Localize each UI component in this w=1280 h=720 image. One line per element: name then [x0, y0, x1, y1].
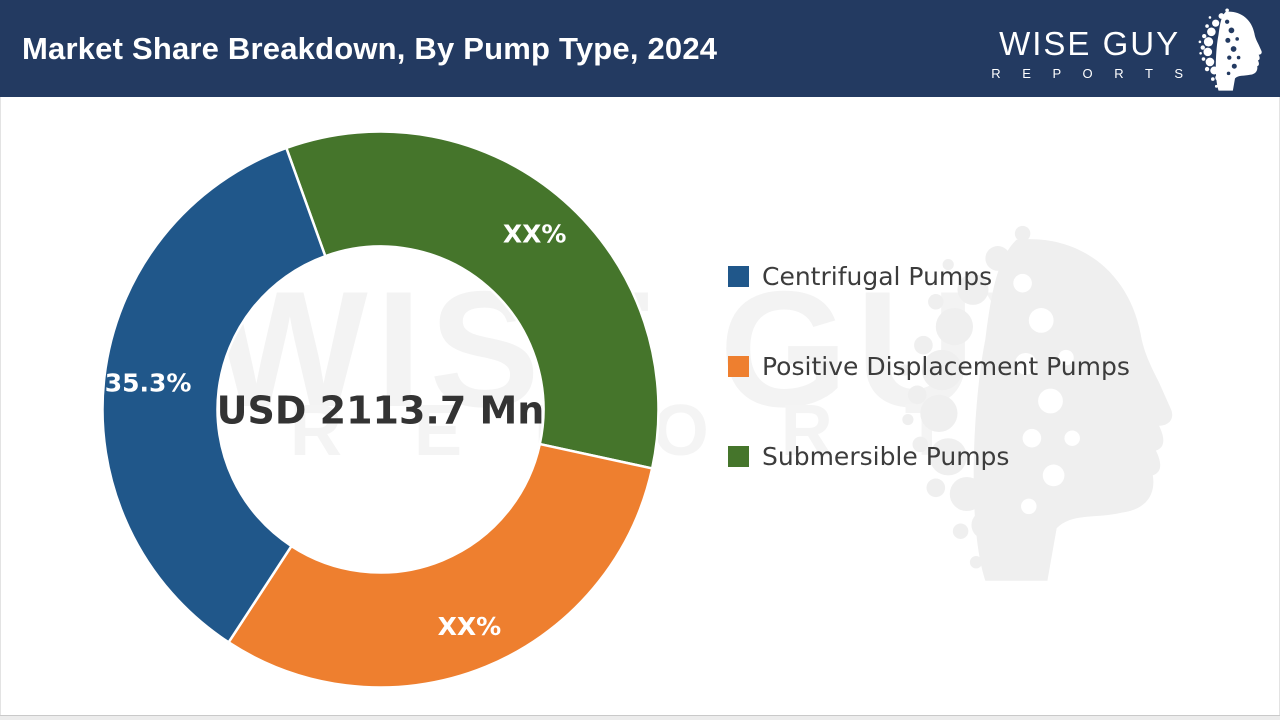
legend-item-positive-displacement-pumps: Positive Displacement Pumps [728, 351, 1130, 381]
logo-head-icon [1198, 8, 1262, 91]
legend-item-submersible-pumps: Submersible Pumps [728, 441, 1010, 471]
bottom-strip [0, 715, 1280, 720]
legend-swatch-submersible [728, 445, 749, 467]
legend-label: Centrifugal Pumps [762, 261, 993, 291]
segment-percent-label: XX% [438, 612, 502, 641]
legend-swatch-centrifugal [728, 265, 749, 287]
donut-segment-submersible-pumps [285, 130, 660, 470]
chart-legend: Centrifugal Pumps Positive Displacement … [728, 97, 1198, 517]
logo-subtitle: R E P O R T S [991, 66, 1192, 81]
legend-item-centrifugal-pumps: Centrifugal Pumps [728, 261, 993, 291]
logo: WISE GUY R E P O R T S [987, 4, 1266, 92]
page-title: Market Share Breakdown, By Pump Type, 20… [22, 30, 718, 66]
header-bar: Market Share Breakdown, By Pump Type, 20… [0, 0, 1280, 97]
logo-wordmark: WISE GUY [999, 25, 1181, 62]
legend-swatch-positive-displacement [728, 355, 749, 377]
legend-label: Positive Displacement Pumps [762, 351, 1130, 381]
logo-text: WISE GUY R E P O R T S [987, 25, 1192, 81]
donut-center-value: USD 2113.7 Mn [217, 389, 545, 433]
donut-chart: XX% XX% 35.3% USD 2113.7 Mn [101, 130, 660, 689]
donut-segment-positive-displacement-pumps [227, 442, 654, 689]
donut-segment-centrifugal-pumps [101, 146, 327, 644]
segment-percent-label: 35.3% [105, 368, 192, 397]
segment-percent-label: XX% [503, 219, 567, 248]
legend-label: Submersible Pumps [762, 441, 1010, 471]
